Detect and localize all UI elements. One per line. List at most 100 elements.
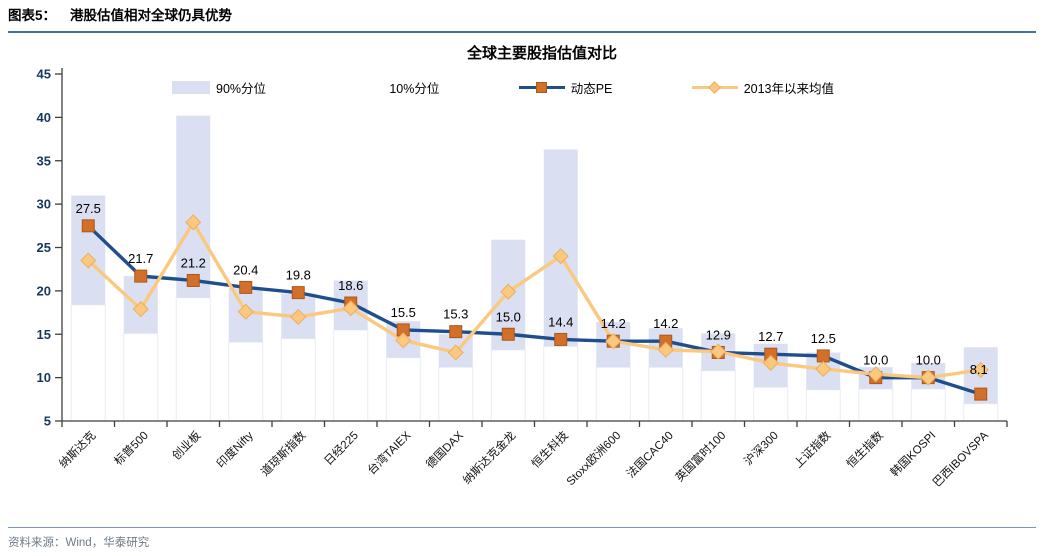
mean-diamond-marker xyxy=(657,341,674,358)
chart-title: 全球主要股指估值对比 xyxy=(466,45,617,62)
x-category-label: 英国富时100 xyxy=(672,428,728,484)
bar-below-10pct xyxy=(700,370,736,422)
source-footer: 资料来源：Wind，华泰研究 xyxy=(8,527,1036,550)
y-tick-label: 15 xyxy=(37,327,51,342)
pe-value-label: 10.0 xyxy=(916,353,941,368)
x-category-label: 标普500 xyxy=(111,428,151,468)
bar-below-10pct xyxy=(805,389,841,422)
mean-diamond-marker xyxy=(290,308,307,325)
mean-diamond-marker xyxy=(815,360,832,378)
pe-value-label: 27.5 xyxy=(76,201,101,216)
pe-value-label: 19.8 xyxy=(286,268,311,283)
y-tick-label: 40 xyxy=(37,110,51,125)
bar-10-90pct-range xyxy=(543,149,578,347)
mean-diamond-marker xyxy=(132,301,149,318)
pe-value-label: 21.7 xyxy=(128,251,153,266)
pe-value-label: 8.1 xyxy=(970,362,988,377)
pe-square-marker xyxy=(291,286,305,300)
pe-value-label: 21.2 xyxy=(181,255,206,270)
pe-value-label: 15.0 xyxy=(496,309,521,324)
bar-below-10pct xyxy=(228,341,264,422)
legend-item-dynamic-pe: 动态PE xyxy=(518,78,613,97)
mean-diamond-marker xyxy=(710,343,727,360)
y-tick-label: 25 xyxy=(37,240,51,255)
bar-below-10pct xyxy=(543,345,579,422)
x-category-label: 纳斯达克 xyxy=(56,428,99,471)
bar-below-10pct xyxy=(333,329,369,422)
legend-item-mean-since-2013: 2013年以来均值 xyxy=(691,78,834,97)
mean-since-2013-line xyxy=(87,220,982,380)
mean-diamond-marker xyxy=(605,333,622,350)
y-tick-label: 45 xyxy=(37,67,51,82)
pe-value-label: 15.3 xyxy=(443,307,468,322)
x-category-label: 台湾TAIEX xyxy=(364,428,413,477)
pe-value-label: 14.4 xyxy=(548,314,573,329)
mean-diamond-marker xyxy=(972,361,989,378)
dynamic-pe-line xyxy=(87,224,982,396)
bar-below-10pct xyxy=(648,366,684,422)
pe-value-label: 12.5 xyxy=(811,331,836,346)
pe-square-marker xyxy=(186,273,200,287)
pe-value-label: 20.4 xyxy=(233,262,258,277)
pe-line-swatch-icon xyxy=(518,81,565,94)
pe-value-label: 18.6 xyxy=(338,278,363,293)
mean-line-swatch-icon xyxy=(691,81,738,94)
bar-below-10pct xyxy=(280,338,316,422)
mean-diamond-marker xyxy=(762,354,779,371)
pe-value-label: 15.5 xyxy=(391,305,416,320)
invisible-bar-swatch-icon xyxy=(345,81,384,94)
pe-value-label: 14.2 xyxy=(653,316,678,331)
pe-value-label: 12.7 xyxy=(758,329,783,344)
y-tick-label: 10 xyxy=(37,370,51,385)
figure-header: 图表5： 港股估值相对全球仍具优势 xyxy=(8,4,1036,33)
x-category-label: 德国DAX xyxy=(423,428,466,471)
pe-value-label: 10.0 xyxy=(863,353,888,368)
bar-below-10pct xyxy=(595,366,631,422)
x-category-label: 纳斯达克金龙 xyxy=(460,428,519,487)
mean-diamond-marker xyxy=(867,366,884,383)
x-category-label: 道琼斯指数 xyxy=(258,428,309,479)
x-category-label: 创业板 xyxy=(169,428,204,463)
bar-below-10pct xyxy=(123,332,159,422)
pe-square-marker xyxy=(816,349,830,363)
bar-10-90pct-range xyxy=(71,195,106,305)
bar-below-10pct xyxy=(438,366,474,422)
legend-item-90pct: 90%分位 xyxy=(172,78,266,97)
y-tick-label: 5 xyxy=(44,414,51,429)
legend-item-10pct: 10%分位 xyxy=(345,78,439,97)
x-category-label: 日经225 xyxy=(322,429,361,468)
x-category-label: 印度Nifty xyxy=(213,428,256,471)
diamond-marker-icon xyxy=(707,81,721,94)
bar-below-10pct xyxy=(858,388,894,422)
bar-below-10pct xyxy=(70,304,106,422)
pe-square-marker xyxy=(974,387,988,401)
pe-square-marker xyxy=(501,327,515,341)
pe-square-marker xyxy=(239,280,253,294)
mean-diamond-marker xyxy=(80,252,97,269)
pe-value-label: 12.9 xyxy=(706,327,731,342)
legend-label-90pct: 90%分位 xyxy=(216,82,267,96)
bar-below-10pct xyxy=(910,388,946,422)
legend-label-10pct: 10%分位 xyxy=(389,82,440,96)
bar-below-10pct xyxy=(963,403,999,422)
bar-below-10pct xyxy=(175,297,211,422)
mean-diamond-marker xyxy=(342,300,359,317)
x-category-label: 恒生科技 xyxy=(528,428,571,471)
mean-diamond-marker xyxy=(185,214,202,231)
figure-number-label: 图表5： xyxy=(8,8,57,23)
range-bar-swatch-icon xyxy=(172,81,210,94)
x-category-label: 沪深300 xyxy=(741,428,781,468)
source-text: 资料来源：Wind，华泰研究 xyxy=(8,537,150,549)
pe-square-marker xyxy=(449,325,463,339)
x-category-label: 韩国KOSPI xyxy=(887,428,938,479)
legend-label-dynamic-pe: 动态PE xyxy=(570,82,613,96)
mean-diamond-marker xyxy=(500,283,517,300)
square-marker-icon xyxy=(535,82,547,93)
x-category-label: 上证指数 xyxy=(791,428,834,471)
legend-label-mean-since-2013: 2013年以来均值 xyxy=(743,82,834,96)
pe-value-label: 14.2 xyxy=(601,316,626,331)
x-category-label: Stoxx欧洲600 xyxy=(564,429,623,488)
pe-square-marker xyxy=(554,332,568,346)
pe-square-marker xyxy=(81,219,95,233)
